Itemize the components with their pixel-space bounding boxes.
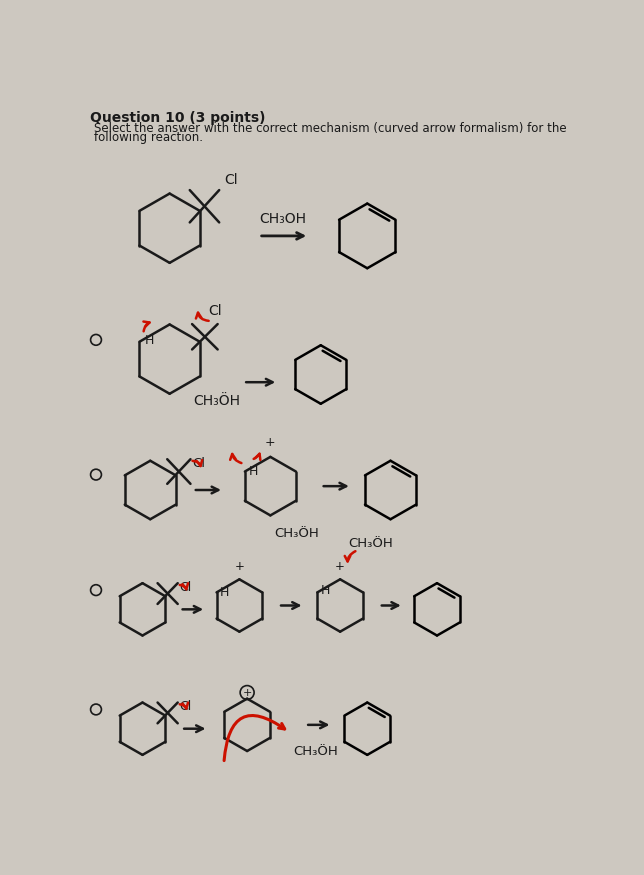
Text: +: +: [234, 560, 244, 573]
Text: H: H: [249, 465, 258, 478]
Text: +: +: [265, 437, 276, 449]
Text: CH₃ÖH: CH₃ÖH: [193, 395, 240, 409]
Text: +: +: [335, 560, 345, 573]
Text: Cl: Cl: [224, 173, 238, 187]
Text: Cl: Cl: [192, 458, 205, 471]
Text: Select the answer with the correct mechanism (curved arrow formalism) for the: Select the answer with the correct mecha…: [95, 122, 567, 135]
Text: +: +: [242, 688, 252, 697]
Text: Question 10 (3 points): Question 10 (3 points): [90, 111, 265, 125]
Text: Cl: Cl: [209, 304, 222, 318]
Text: CH₃OH: CH₃OH: [259, 212, 306, 226]
Text: H: H: [220, 586, 229, 598]
Text: CH₃ÖH: CH₃ÖH: [294, 746, 338, 759]
Text: Cl: Cl: [179, 700, 191, 713]
Text: Cl: Cl: [179, 580, 191, 593]
Text: H: H: [321, 584, 330, 598]
Text: H: H: [145, 333, 154, 346]
Text: CH₃ÖH: CH₃ÖH: [274, 527, 319, 540]
Text: CH₃ÖH: CH₃ÖH: [348, 537, 393, 550]
Text: following reaction.: following reaction.: [95, 131, 204, 144]
